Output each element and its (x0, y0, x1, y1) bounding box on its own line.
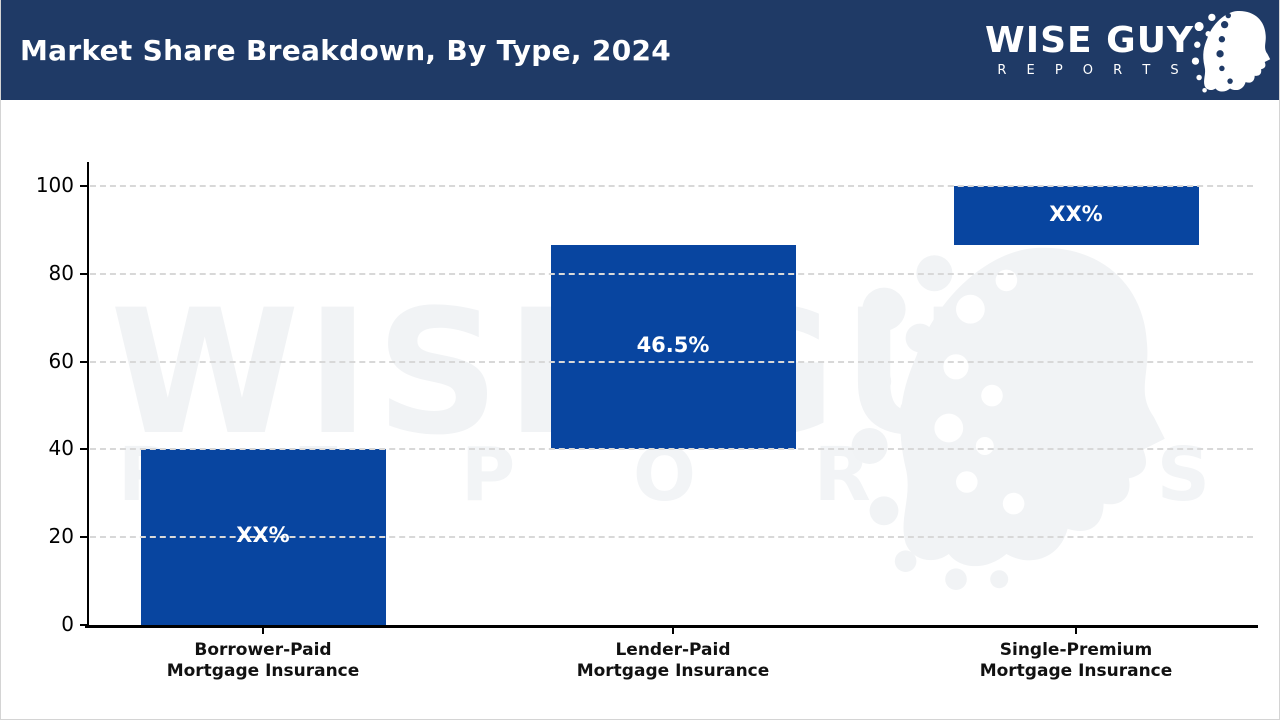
logo-reports-label: R E P O R T S (997, 63, 1187, 78)
logo-text: WISE GUY R E P O R T S (984, 20, 1194, 79)
gridline-100 (90, 185, 1253, 187)
category-line2: Mortgage Insurance (576, 661, 770, 681)
logo-head-icon (1191, 10, 1271, 93)
y-axis-spine (87, 162, 89, 627)
y-tick-label: 40 (48, 436, 74, 461)
category-label-0: Borrower-Paid Mortgage Insurance (103, 640, 423, 682)
wise-guy-reports-logo: WISE GUY R E P O R T S (985, 4, 1272, 98)
bar-value-label: XX% (1049, 201, 1103, 226)
gridline-80 (90, 272, 1253, 275)
bar-segment-2 (953, 186, 1199, 246)
y-tick-mark (80, 360, 88, 363)
x-tick-mark (672, 627, 674, 634)
y-tick-label: 0 (61, 612, 74, 636)
category-line1: Lender-Paid (615, 640, 731, 660)
y-tick-label: 20 (48, 524, 74, 549)
category-line2: Mortgage Insurance (979, 661, 1173, 681)
x-tick-mark (262, 627, 264, 634)
bar-value-label: XX% (236, 523, 290, 548)
x-tick-mark (1075, 627, 1077, 634)
gridline-20 (90, 536, 1253, 539)
bar-value-label: 46.5% (636, 333, 710, 358)
y-tick-mark (80, 624, 88, 626)
y-tick-label: 80 (48, 260, 74, 285)
logo-wiseguy-label: WISE GUY (984, 20, 1194, 61)
category-line2: Mortgage Insurance (166, 661, 360, 681)
y-tick-mark (80, 536, 88, 539)
gridline-60 (90, 360, 1253, 363)
bar-segment-1 (550, 245, 796, 450)
y-tick-mark (80, 185, 88, 187)
x-axis-spine (85, 625, 1258, 628)
y-tick-label: 100 (35, 173, 74, 197)
header-bar: Market Share Breakdown, By Type, 2024 WI… (0, 0, 1280, 100)
category-line1: Borrower-Paid (194, 640, 332, 660)
watermark-head-icon (851, 247, 1165, 590)
category-label-2: Single-Premium Mortgage Insurance (916, 640, 1236, 682)
y-tick-mark (80, 272, 88, 275)
gridline-40 (90, 448, 1253, 451)
y-tick-mark (80, 448, 88, 451)
category-label-1: Lender-Paid Mortgage Insurance (513, 640, 833, 682)
y-tick-label: 60 (48, 348, 74, 373)
category-line1: Single-Premium (999, 640, 1153, 660)
chart-title: Market Share Breakdown, By Type, 2024 (20, 33, 672, 67)
